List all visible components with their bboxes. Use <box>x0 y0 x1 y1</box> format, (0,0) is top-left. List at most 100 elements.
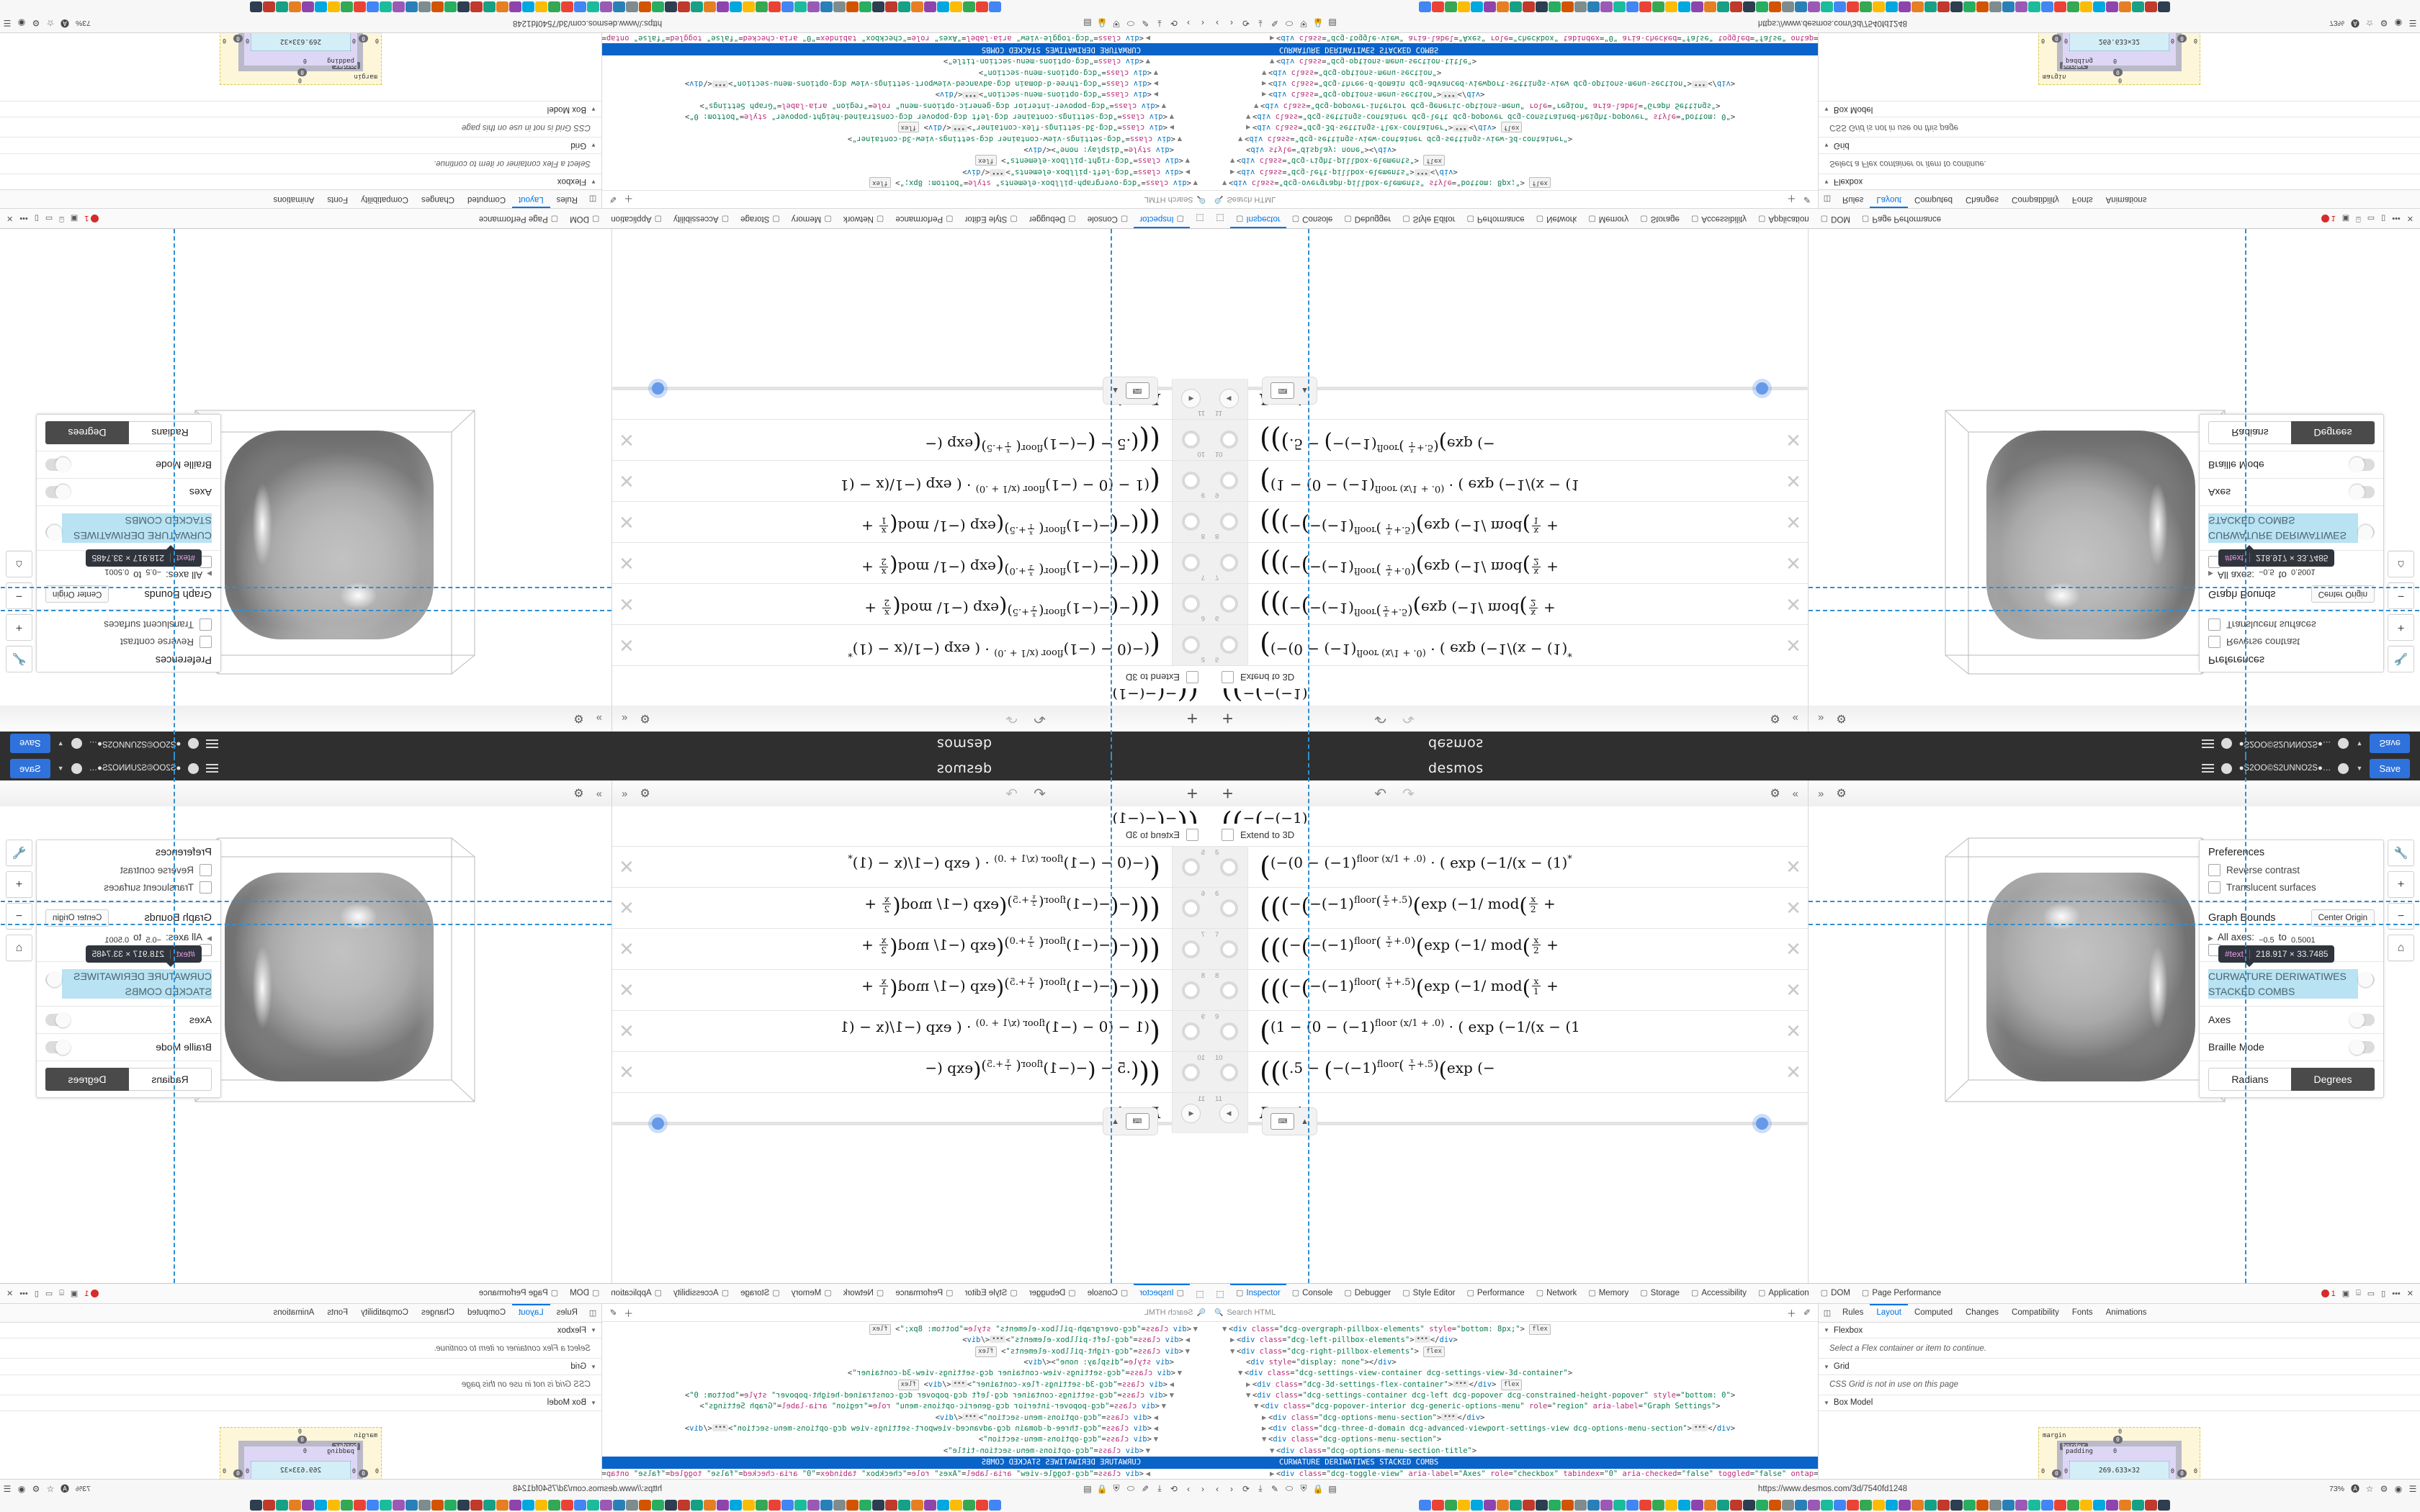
expression-color-bead[interactable] <box>1219 513 1238 531</box>
collapse-panel-icon[interactable]: « <box>622 787 628 800</box>
tab-application[interactable]: ▢ Application <box>605 1284 668 1303</box>
bookmark-favicon[interactable] <box>1704 1500 1716 1511</box>
selected-section-toggle[interactable] <box>45 973 63 986</box>
bookmark-favicon[interactable] <box>781 1500 794 1511</box>
expression-row[interactable]: 8 (((−(−(−1)floor( x 1 +.5)(exp (−1/ mod(x 1… <box>612 970 1210 1011</box>
slider-row[interactable]: 11 ◀ D = 1 ⌨ ▲ <box>1210 377 1808 419</box>
delete-expression-icon[interactable]: ✕ <box>1785 856 1801 878</box>
angle-unit-segmented[interactable]: Radians Degrees <box>37 1061 220 1097</box>
eyedropper-icon[interactable]: ✐ <box>1803 194 1811 204</box>
sidebar-tab-computed[interactable]: Computed <box>467 1308 506 1317</box>
bookmark-favicon[interactable] <box>1639 1500 1652 1511</box>
bookmark-favicon[interactable] <box>704 1 716 12</box>
bookmark-favicon[interactable] <box>1523 1500 1535 1511</box>
home-icon[interactable]: ⌂ <box>2388 935 2414 961</box>
desmos-logo[interactable]: desmos <box>936 736 992 752</box>
markup-line[interactable]: ▶<div class="dcg-toggle-view" aria-label… <box>1210 1469 1818 1480</box>
tab-style-editor[interactable]: ▢ Style Editor <box>1397 1284 1461 1303</box>
expression-math[interactable]: (((−(−(−1)floor(x 2 +.5)(exp (−1/ mod(x 2 + <box>1260 588 1556 620</box>
expression-tag[interactable]: 9 <box>1172 1011 1210 1051</box>
braille-mode-toggle[interactable] <box>45 459 71 472</box>
reader-icon[interactable]: ▤ <box>1328 18 1337 29</box>
slider-knob[interactable] <box>1756 382 1768 395</box>
responsive-mode-icon[interactable]: ▭ <box>2367 1290 2375 1298</box>
bookmark-favicon[interactable] <box>1795 1 1807 12</box>
tab-memory[interactable]: ▢ Memory <box>786 1284 838 1303</box>
shield-icon[interactable]: ⛨ <box>1113 19 1120 29</box>
graph-canvas-3d[interactable]: Preferences Reverse contrast Translucent… <box>1809 806 2420 1283</box>
slider-prev-button[interactable]: ◀ <box>1219 1103 1239 1123</box>
selected-text-node[interactable]: CURWATURE DERIWATIWES STACKED COMBS <box>1210 42 1818 56</box>
bookmark-favicon[interactable] <box>1730 1 1742 12</box>
save-button[interactable]: Save <box>10 758 50 778</box>
bookmark-favicon[interactable] <box>2028 1500 2040 1511</box>
slider-track[interactable] <box>1247 387 1808 390</box>
braille-mode-toggle[interactable] <box>2349 459 2375 472</box>
sidebar-tab-compatibility[interactable]: Compatibility <box>361 1308 408 1317</box>
bookmark-favicon[interactable] <box>1600 1500 1613 1511</box>
chevron-down-icon[interactable]: ▼ <box>57 765 64 772</box>
search-html-bar[interactable]: 🔍 Search HTML ＋ ✐ <box>602 1304 1210 1322</box>
degrees-option[interactable]: Degrees <box>45 1067 129 1091</box>
zoom-level-label[interactable]: 73% <box>76 19 91 28</box>
devtools-menu-icon[interactable]: ••• <box>19 214 28 223</box>
expression-math[interactable]: (((−(−(−1)floor( x 2 +.0)(exp (−1/ mod(x 2 … <box>1260 547 1559 579</box>
bookmark-favicon[interactable] <box>1899 1500 1911 1511</box>
expand-axes-icon[interactable]: ▶ <box>207 570 212 577</box>
reverse-contrast-row[interactable]: Reverse contrast <box>45 633 212 650</box>
expression-color-bead[interactable] <box>1182 1063 1201 1081</box>
sidebar-tab-changes[interactable]: Changes <box>1966 1308 1999 1317</box>
bookmark-favicon[interactable] <box>1665 1500 1677 1511</box>
bookmark-favicon[interactable] <box>794 1 807 12</box>
bookmark-favicon[interactable] <box>1976 1 1989 12</box>
tab-network[interactable]: ▢ Network <box>1531 1284 1583 1303</box>
axes-toggle[interactable] <box>2349 486 2375 499</box>
markup-line[interactable]: ▼<div class="dcg-overgraph-pillbox-eleme… <box>1210 1324 1818 1336</box>
markup-line[interactable]: <div style="display: none"></div> <box>1246 145 1397 155</box>
expression-row[interactable]: 7 (((−(−(−1)floor( x 2 +.0)(exp (−1/ mod(x 2… <box>612 542 1210 583</box>
bookmark-favicon[interactable] <box>2028 1 2040 12</box>
expression-tag[interactable]: 8 <box>1210 502 1248 542</box>
translucent-surfaces-row[interactable]: Translucent surfaces <box>2208 879 2375 896</box>
add-node-icon[interactable]: ＋ <box>624 1308 634 1319</box>
bookmark-favicon[interactable] <box>1510 1500 1522 1511</box>
all-axes-row[interactable]: ▶ All axes: −0.5 to 0.5001 <box>2208 932 2375 945</box>
slider-row[interactable]: 11 ◀ D = 1 ⌨ ▲ <box>1210 1093 1808 1135</box>
bookmark-favicon[interactable] <box>1523 1 1535 12</box>
bookmark-favicon[interactable] <box>457 1500 470 1511</box>
graph-gear-icon[interactable]: ⚙ <box>1836 788 1847 800</box>
collapse-panel-icon[interactable]: « <box>622 712 628 725</box>
tab-memory[interactable]: ▢ Memory <box>786 209 838 228</box>
add-expression-icon[interactable]: + <box>1222 783 1234 804</box>
zoom-level-label[interactable]: 73% <box>2329 1484 2344 1493</box>
delete-expression-icon[interactable]: ✕ <box>1785 634 1801 656</box>
expression-math[interactable]: (((−(−(−1)floor( x 1 +.5)(exp (−1/ mod(x 1 … <box>1260 506 1559 538</box>
bookmarks-bar[interactable] <box>1210 1498 2420 1512</box>
markup-line[interactable]: ▶<div class="dcg-options-menu-section">•… <box>935 1413 1158 1422</box>
bookmark-favicon[interactable] <box>418 1500 431 1511</box>
expression-math[interactable]: ((−(0 − (−1)floor (x/1 + .0) · ( exp (−1… <box>848 851 1160 883</box>
expression-math[interactable]: (((.5 − (−(−1)floor( x 1 +.5)(exp (− <box>1260 424 1495 456</box>
bookmark-favicon[interactable] <box>1587 1 1600 12</box>
bookmark-favicon[interactable] <box>1730 1500 1742 1511</box>
delete-expression-icon[interactable]: ✕ <box>619 429 635 451</box>
bookmark-favicon[interactable] <box>678 1 690 12</box>
bookmark-favicon[interactable] <box>1626 1500 1639 1511</box>
reader-icon[interactable]: ▤ <box>1328 1483 1337 1494</box>
bookmark-favicon[interactable] <box>1899 1 1911 12</box>
sidebar-tab-layout[interactable]: Layout <box>512 190 550 208</box>
tab-performance[interactable]: ▢ Performance <box>1461 209 1530 228</box>
radians-option[interactable]: Radians <box>129 1067 212 1091</box>
bookmark-favicon[interactable] <box>652 1 664 12</box>
tab-network[interactable]: ▢ Network <box>838 1284 890 1303</box>
markup-line[interactable]: ▼<div class="dcg-options-menu-section-ti… <box>943 1446 1150 1455</box>
tab-application[interactable]: ▢ Application <box>605 209 668 228</box>
markup-line[interactable]: ▼<div class="dcg-settings-view-container… <box>1238 134 1573 143</box>
menu-icon[interactable] <box>206 763 219 773</box>
delete-expression-icon[interactable]: ✕ <box>1785 938 1801 960</box>
bookmark-favicon[interactable] <box>1652 1 1664 12</box>
bookmark-favicon[interactable] <box>289 1 301 12</box>
translate-icon[interactable]: 🅐 <box>60 18 70 28</box>
bookmark-favicon[interactable] <box>743 1500 755 1511</box>
delete-expression-icon[interactable]: ✕ <box>1785 979 1801 1001</box>
